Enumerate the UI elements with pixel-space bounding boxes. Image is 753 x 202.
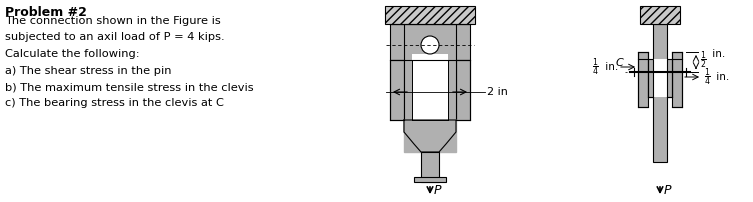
Bar [385,6,475,24]
Bar [412,60,448,120]
Text: $\frac{1}{2}$: $\frac{1}{2}$ [700,50,707,72]
Bar [672,52,682,107]
Text: Calculate the following:: Calculate the following: [5,49,139,59]
Text: b) The maximum tensile stress in the clevis: b) The maximum tensile stress in the cle… [5,82,254,92]
Text: $C$: $C$ [615,56,625,68]
Circle shape [421,36,439,54]
Bar [390,24,470,60]
Text: in.: in. [713,72,729,82]
Text: The connection shown in the Figure is: The connection shown in the Figure is [5,16,221,26]
Text: c) The bearing stress in the clevis at C: c) The bearing stress in the clevis at C [5,99,224,108]
Text: 2 in: 2 in [487,87,508,97]
Bar [653,59,667,97]
Polygon shape [404,120,456,152]
Text: $\frac{1}{4}$: $\frac{1}{4}$ [704,66,711,88]
Polygon shape [404,120,421,152]
Bar [667,59,672,97]
Bar [456,60,470,120]
Text: in.: in. [709,49,725,59]
Bar [638,52,648,107]
Text: $P$: $P$ [433,183,443,197]
Text: subjected to an axil load of P = 4 kips.: subjected to an axil load of P = 4 kips. [5,33,224,42]
Bar [390,60,404,120]
Bar [414,177,446,182]
Bar [404,24,456,120]
Bar [653,24,667,162]
Bar [648,59,653,97]
Text: $P$: $P$ [663,183,672,197]
Bar [412,54,448,60]
Bar [421,152,439,182]
Text: $\frac{1}{4}$: $\frac{1}{4}$ [592,56,599,78]
Bar [640,6,680,24]
Text: in.: in. [602,62,618,72]
Text: a) The shear stress in the pin: a) The shear stress in the pin [5,65,172,76]
Polygon shape [439,120,456,152]
Text: Problem #2: Problem #2 [5,6,87,19]
